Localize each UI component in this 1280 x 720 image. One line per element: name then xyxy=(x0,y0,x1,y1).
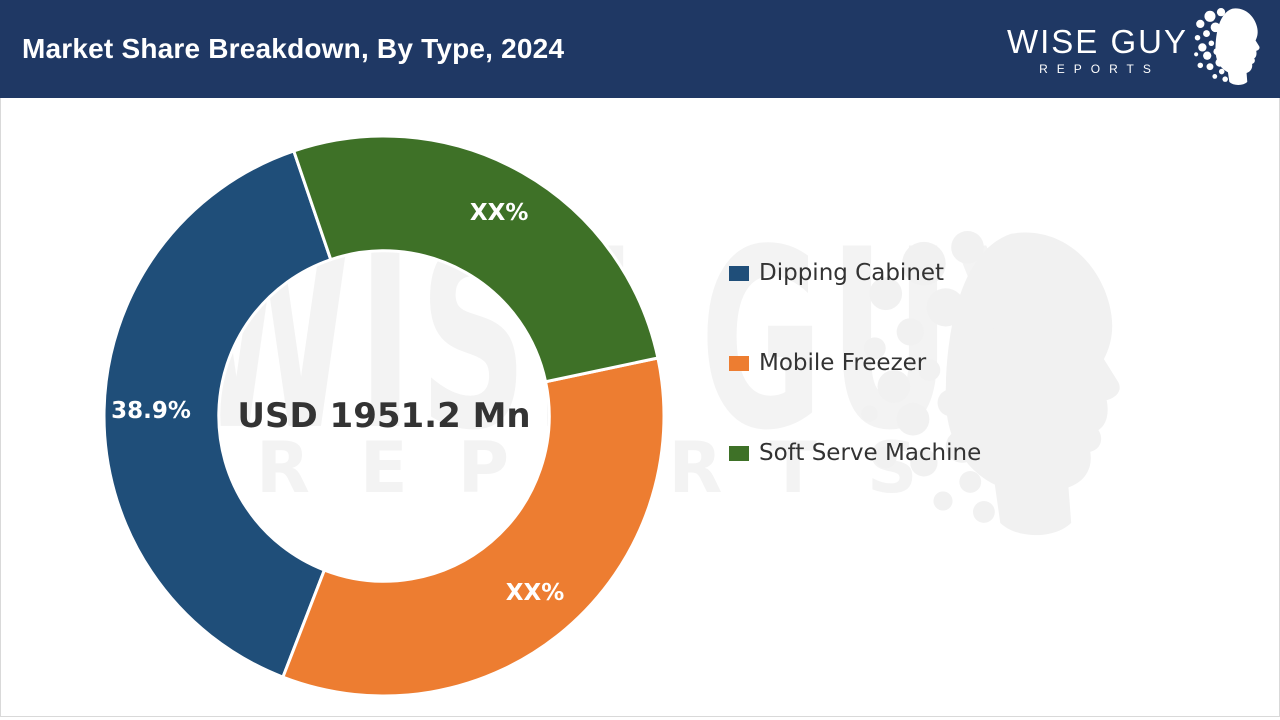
legend-label-soft-serve-machine: Soft Serve Machine xyxy=(759,440,982,466)
legend-item-soft-serve-machine[interactable]: Soft Serve Machine xyxy=(729,438,981,468)
chart-area: WISE GUY REPORTS 38.9% XX% XX% USD 1951.… xyxy=(0,98,1280,717)
donut-center-value: USD 1951.2 Mn xyxy=(237,396,531,436)
legend-label-dipping-cabinet: Dipping Cabinet xyxy=(759,260,945,286)
logo-tagline: REPORTS xyxy=(1039,61,1160,76)
face-logo-icon xyxy=(1192,4,1268,88)
donut-chart xyxy=(102,134,666,698)
logo-name: WISE GUY xyxy=(1006,22,1188,60)
slice-label-mobile-freezer: XX% xyxy=(505,580,565,607)
legend-item-mobile-freezer[interactable]: Mobile Freezer xyxy=(729,348,981,378)
slice-label-dipping-cabinet: 38.9% xyxy=(111,398,191,425)
donut-slice-2[interactable] xyxy=(291,134,660,384)
page-title: Market Share Breakdown, By Type, 2024 xyxy=(22,33,565,64)
legend-label-mobile-freezer: Mobile Freezer xyxy=(759,350,927,376)
logo-text: WISE GUY REPORTS xyxy=(1007,25,1188,76)
slice-label-soft-serve-machine: XX% xyxy=(469,200,529,227)
donut-slice-0[interactable] xyxy=(102,149,333,680)
chart-legend: Dipping Cabinet Mobile Freezer Soft Serv… xyxy=(729,258,981,528)
legend-swatch-soft-serve-machine xyxy=(729,445,749,461)
donut-slice-1[interactable] xyxy=(280,356,666,698)
legend-swatch-mobile-freezer xyxy=(729,355,749,371)
header-bar: Market Share Breakdown, By Type, 2024 WI… xyxy=(0,0,1280,98)
legend-swatch-dipping-cabinet xyxy=(729,265,749,281)
legend-item-dipping-cabinet[interactable]: Dipping Cabinet xyxy=(729,258,981,288)
wise-guy-logo: WISE GUY REPORTS xyxy=(1007,4,1268,88)
